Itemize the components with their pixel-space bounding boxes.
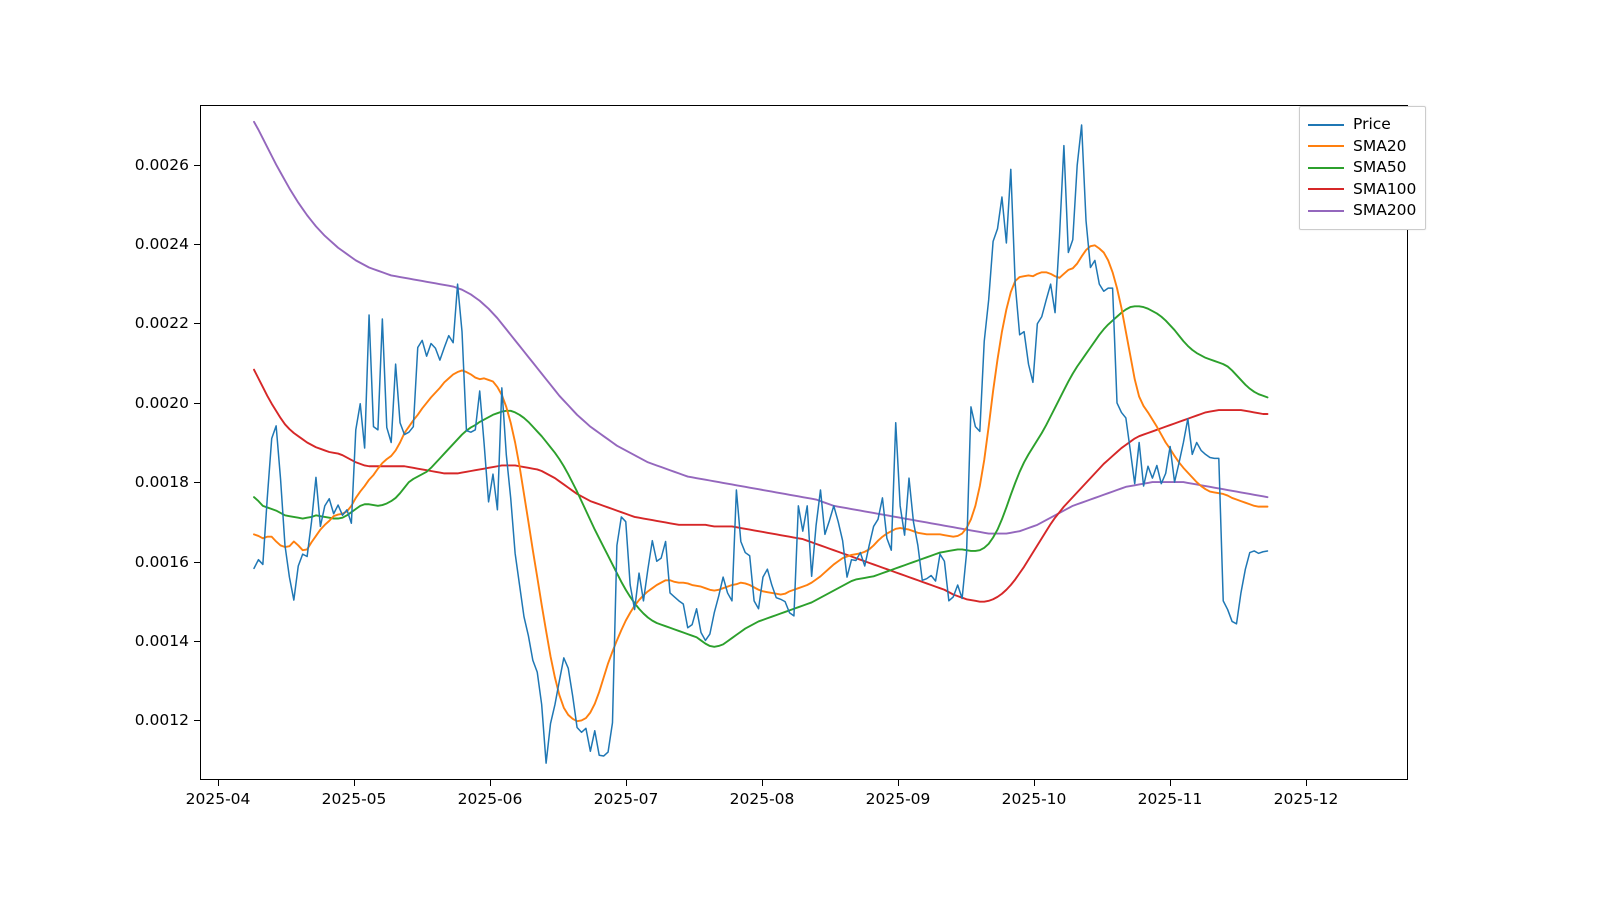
- legend-label: Price: [1353, 115, 1391, 133]
- legend-label: SMA100: [1353, 179, 1417, 198]
- y-axis-tick-label: 0.0018: [134, 473, 189, 492]
- plot-axes: [200, 105, 1408, 780]
- series-group: [253, 120, 1269, 764]
- y-axis-tick-mark: [194, 641, 200, 643]
- legend-label: SMA50: [1353, 158, 1407, 176]
- x-axis-tick-mark: [490, 780, 491, 786]
- y-axis-tick-mark: [194, 720, 200, 722]
- x-axis-tick-label: 2025-12: [1273, 790, 1339, 808]
- series-line-sma50: [253, 305, 1269, 648]
- x-axis-tick-label: 2025-07: [593, 790, 659, 808]
- x-axis-tick-mark: [898, 780, 899, 786]
- legend-color-swatch-sma50: [1308, 166, 1344, 169]
- x-axis-tick-label: 2025-10: [1001, 790, 1067, 808]
- series-line-price: [253, 124, 1269, 764]
- legend-item-sma50[interactable]: SMA50: [1308, 157, 1416, 179]
- x-axis-tick-label: 2025-11: [1137, 790, 1203, 808]
- y-axis-tick-label: 0.0020: [134, 393, 189, 412]
- series-layer: [253, 120, 1269, 764]
- legend-item-price[interactable]: Price: [1308, 114, 1416, 136]
- y-axis-tick-label: 0.0014: [134, 632, 189, 651]
- series-line-sma200: [253, 120, 1269, 535]
- x-axis-tick-mark: [354, 780, 355, 786]
- legend-color-swatch-sma20: [1308, 145, 1344, 148]
- legend-item-sma200[interactable]: SMA200: [1308, 200, 1416, 222]
- legend-color-swatch-sma100: [1308, 188, 1344, 191]
- y-axis-tick-mark: [194, 482, 200, 484]
- x-axis-tick-label: 2025-09: [865, 790, 931, 808]
- x-axis-tick-mark: [626, 780, 627, 786]
- y-axis-tick-label: 0.0026: [134, 155, 189, 174]
- x-axis-tick-mark: [1034, 780, 1035, 786]
- x-axis-tick-mark: [1306, 780, 1307, 786]
- legend-color-swatch-price: [1308, 123, 1344, 126]
- legend-color-swatch-sma200: [1308, 209, 1344, 212]
- y-axis-tick-mark: [194, 164, 200, 166]
- legend-label: SMA20: [1353, 136, 1407, 155]
- y-axis-tick-label: 0.0024: [134, 234, 189, 253]
- y-axis-tick-label: 0.0012: [134, 711, 189, 730]
- x-axis-tick-mark: [1170, 780, 1171, 786]
- x-axis-tick-mark: [762, 780, 763, 786]
- x-axis-tick-mark: [218, 780, 219, 786]
- x-axis-tick-label: 2025-08: [729, 790, 795, 808]
- x-axis-tick-label: 2025-04: [185, 790, 251, 808]
- y-axis-tick-label: 0.0016: [134, 552, 189, 571]
- y-axis-tick-mark: [194, 243, 200, 245]
- y-axis-tick-mark: [194, 323, 200, 325]
- series-line-sma100: [253, 368, 1269, 603]
- legend-item-sma20[interactable]: SMA20: [1308, 136, 1416, 158]
- legend-label: SMA200: [1353, 201, 1417, 219]
- x-axis-tick-label: 2025-06: [457, 790, 523, 808]
- y-axis-tick-label: 0.0022: [134, 314, 189, 333]
- y-axis-tick-mark: [194, 402, 200, 404]
- chart-legend[interactable]: Price SMA20 SMA50 SMA100 SMA200: [1299, 106, 1427, 230]
- x-axis-tick-label: 2025-05: [321, 790, 387, 808]
- y-axis-tick-mark: [194, 561, 200, 563]
- legend-item-sma100[interactable]: SMA100: [1308, 179, 1416, 201]
